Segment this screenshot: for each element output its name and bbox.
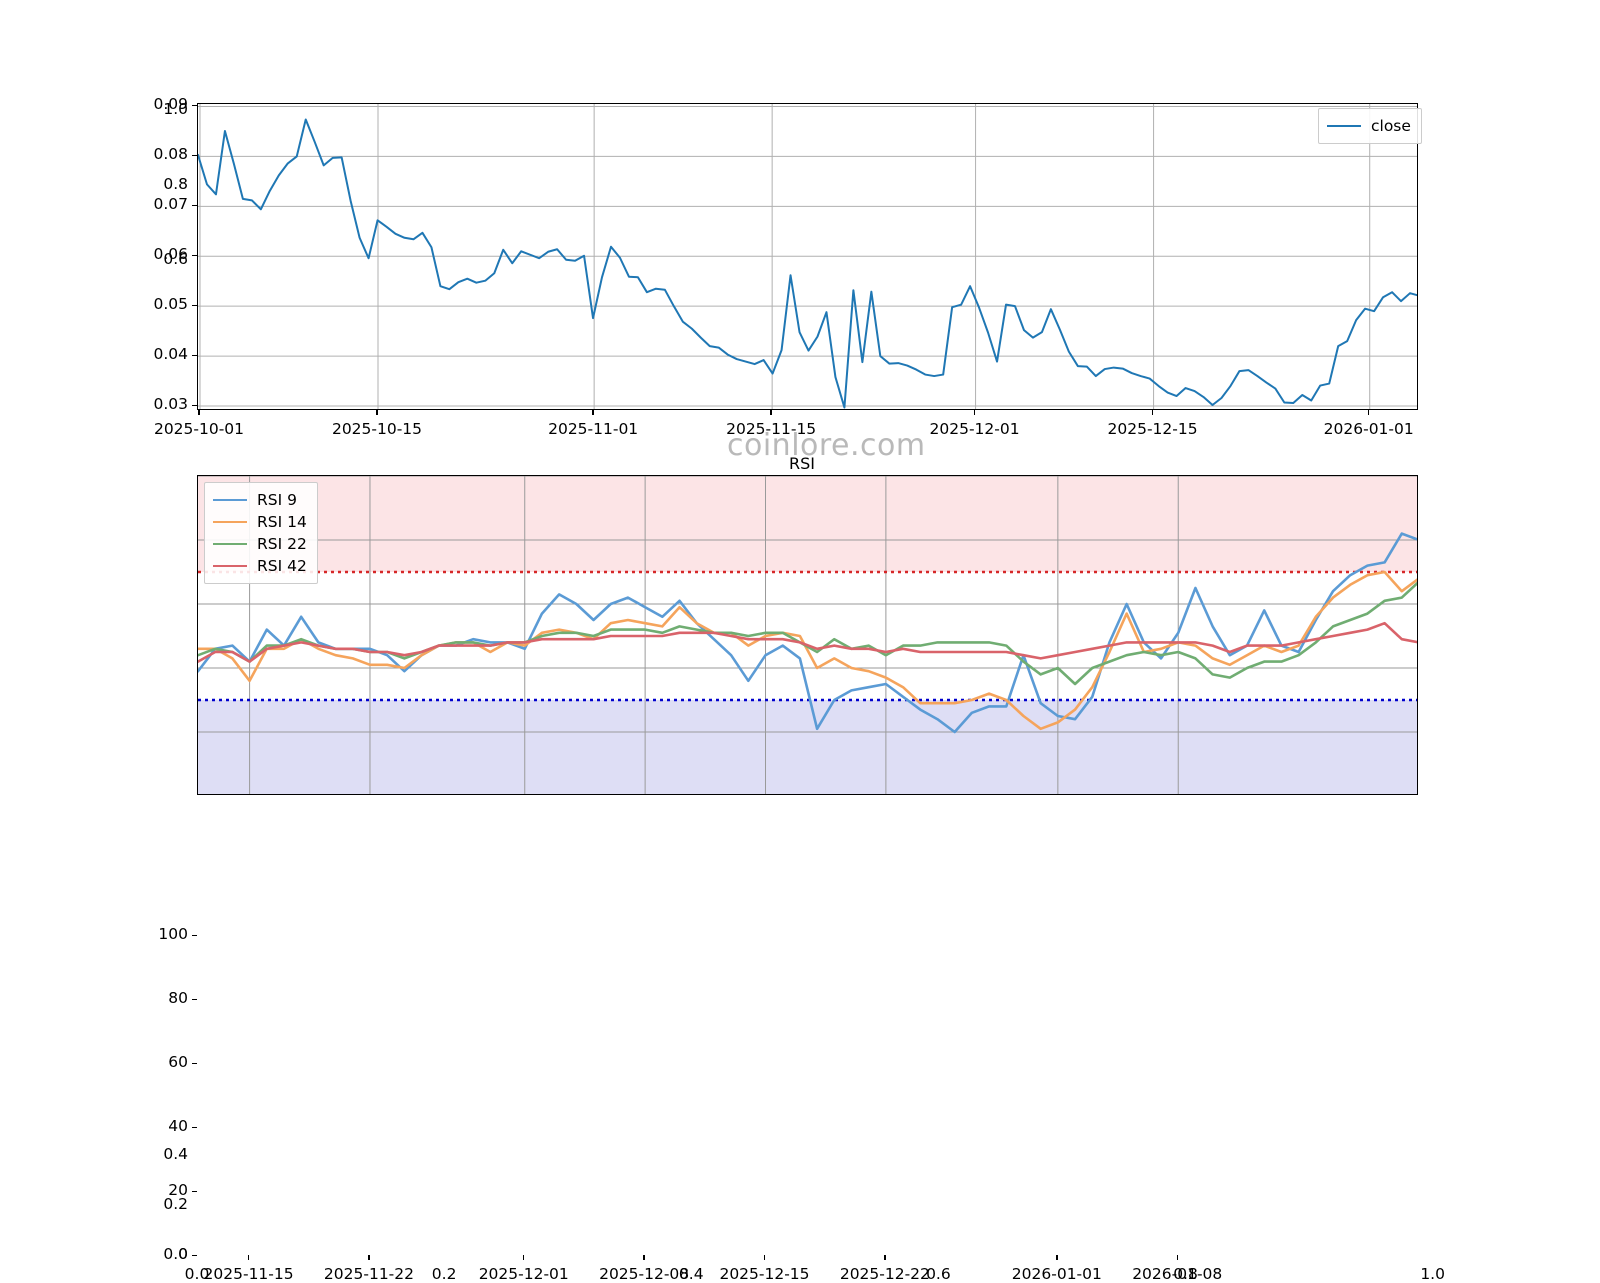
- rsi-y-tick-label: 40: [168, 1117, 188, 1135]
- legend-color-swatch-icon: [213, 521, 247, 523]
- rsi-chart-title: RSI: [789, 454, 815, 473]
- rsi-legend-item[interactable]: RSI 14: [213, 511, 307, 533]
- rsi-x-overlay-tick-label: 0.4: [678, 1265, 704, 1283]
- rsi-x-tickmark: [523, 1255, 525, 1260]
- rsi-y-tickmark: [192, 1190, 197, 1192]
- price-x-tick-label: 2025-11-15: [726, 420, 817, 438]
- legend-label: RSI 9: [257, 491, 297, 509]
- price-y-tick-label: 0.03: [153, 395, 188, 413]
- price-plot-area: [197, 103, 1418, 410]
- price-x-tick-label: 2025-10-15: [331, 420, 423, 438]
- legend-label: close: [1371, 117, 1411, 135]
- rsi-y-tickmark: [192, 934, 197, 936]
- rsi-y-tickmark: [192, 1062, 197, 1064]
- watermark-text: coinlore.com: [727, 428, 926, 463]
- price-y-tickmark: [192, 354, 197, 356]
- price-y-tick-label: 0.06: [153, 245, 188, 264]
- rsi-x-tickmark: [763, 1255, 766, 1260]
- price-chart-panel: 0.03 0.04 0.05 0.06 0.07 0.08 0.09 0.6 0.8 1.0 2…: [0, 0, 1600, 460]
- price-x-tickmark: [1151, 410, 1154, 415]
- price-line-svg: [198, 104, 1417, 409]
- price-y-overlay-tick-label: 1.0: [163, 100, 188, 119]
- legend-color-swatch-icon: [213, 543, 247, 545]
- price-x-tick-label: 2025-12-01: [929, 420, 1020, 438]
- rsi-x-overlay-tick-label: 0.2: [431, 1265, 457, 1283]
- rsi-line-svg: [198, 476, 1417, 794]
- legend-label: RSI 42: [257, 557, 307, 575]
- rsi-y-tick-label: 100: [158, 925, 188, 943]
- price-x-tickmark: [198, 410, 200, 415]
- rsi-y-tickmark: [192, 998, 197, 1000]
- price-y-tick-label: 0.05: [153, 295, 188, 314]
- price-x-tick-label: 2025-12-15: [1107, 420, 1198, 438]
- rsi-y-overlay-tick-label: 0.2: [163, 1195, 188, 1214]
- rsi-plot-area: [197, 475, 1418, 795]
- rsi-x-tickmark: [884, 1255, 886, 1260]
- price-y-tickmark: [192, 304, 197, 307]
- rsi-chart-panel: 0 20 40 60 80 100 0.0 0.2 0.4 2025-11-15 2025-11…: [0, 460, 1600, 1283]
- price-x-tickmark: [376, 410, 378, 415]
- rsi-x-tickmark: [368, 1255, 370, 1260]
- price-y-tick-label: 0.08: [153, 145, 188, 164]
- price-y-tickmark: [192, 254, 197, 257]
- price-x-tickmark: [1368, 410, 1370, 415]
- rsi-y-tick-label: 60: [168, 1053, 188, 1071]
- price-x-tickmark: [973, 410, 976, 415]
- rsi-y-tickmark: [192, 1126, 197, 1128]
- rsi-x-tickmark: [247, 1255, 250, 1260]
- legend-color-swatch-icon: [213, 499, 247, 501]
- legend-label: RSI 14: [257, 513, 307, 531]
- price-x-tickmark: [770, 410, 772, 415]
- rsi-x-tickmark: [1056, 1255, 1058, 1260]
- rsi-y-tickmark: [192, 1254, 197, 1256]
- rsi-x-overlay-tick-label: 0.6: [926, 1265, 951, 1283]
- legend-label: RSI 22: [257, 535, 307, 553]
- price-y-overlay-tick-label: 0.6: [163, 250, 188, 269]
- legend-color-swatch-icon: [1327, 125, 1361, 127]
- legend-color-swatch-icon: [213, 565, 247, 567]
- rsi-x-overlay-tick-label: 0.0: [184, 1265, 210, 1283]
- rsi-legend-item[interactable]: RSI 9: [213, 489, 307, 511]
- price-legend[interactable]: close: [1318, 108, 1422, 144]
- rsi-y-tick-label: 80: [168, 989, 188, 1007]
- price-y-tickmark: [192, 104, 197, 107]
- price-x-tickmark: [592, 410, 594, 415]
- price-y-tickmark: [192, 404, 197, 406]
- price-y-tickmark: [192, 154, 197, 157]
- rsi-y-overlay-tick-label: 0.4: [163, 1145, 188, 1164]
- price-y-tickmark: [192, 204, 197, 207]
- price-x-tick-label: 2025-10-01: [153, 420, 245, 438]
- price-y-tick-label: 0.07: [153, 195, 188, 214]
- rsi-legend[interactable]: RSI 9 RSI 14 RSI 22 RSI 42: [204, 482, 318, 584]
- price-y-overlay-tick-label: 0.8: [163, 175, 188, 194]
- rsi-y-overlay-tick-label: 0.0: [163, 1245, 188, 1263]
- rsi-x-overlay-tick-label: 0.8: [1173, 1265, 1198, 1283]
- rsi-x-tickmark: [1176, 1255, 1178, 1260]
- price-y-tick-label: 0.09: [153, 95, 188, 114]
- price-y-tick-label: 0.04: [153, 345, 188, 364]
- price-legend-item[interactable]: close: [1327, 115, 1411, 137]
- rsi-legend-item[interactable]: RSI 22: [213, 533, 307, 555]
- rsi-x-tickmark: [643, 1255, 645, 1260]
- rsi-x-overlay-tick-label: 1.0: [1420, 1265, 1445, 1283]
- rsi-legend-item[interactable]: RSI 42: [213, 555, 307, 577]
- price-x-tick-label: 2026-01-01: [1323, 420, 1414, 438]
- price-x-tick-label: 2025-11-01: [548, 420, 639, 438]
